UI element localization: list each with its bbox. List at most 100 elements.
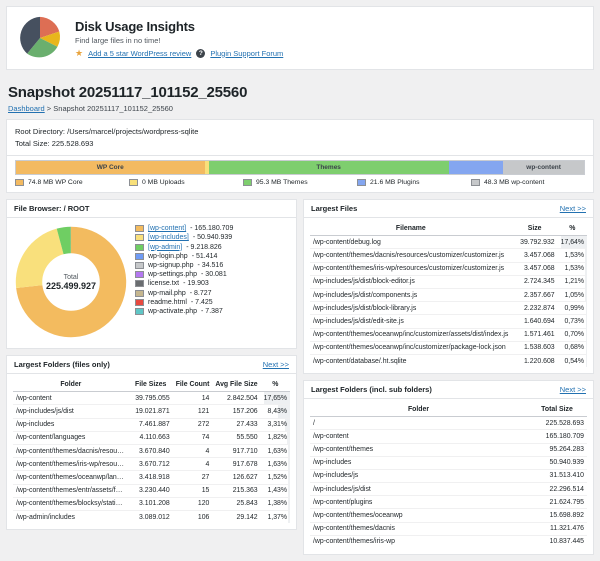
table-row[interactable]: /wp-content/themes/oceanwp/inc/customize… (310, 328, 587, 341)
table-cell: 3.670.712 (129, 458, 173, 471)
percent-label: 1,63% (267, 461, 287, 468)
percent-label: 1,38% (267, 500, 287, 507)
donut-legend-file-label: license.txt (148, 280, 179, 287)
legend-swatch-icon (135, 234, 144, 241)
usage-bar-segment[interactable]: WP Core (16, 161, 205, 174)
table-cell: /wp-content/themes/entr/assets/fonts (13, 484, 129, 497)
legend-swatch-icon (15, 179, 24, 186)
donut-legend-file-label: wp-settings.php (148, 271, 197, 278)
percent-bar (288, 445, 290, 457)
table-row[interactable]: /wp-content/themes/dacnis/resources/cust… (310, 249, 587, 262)
legend-swatch-icon (135, 290, 144, 297)
table-cell: 8,43% (261, 405, 290, 418)
table-cell: /wp-content/plugins (310, 496, 527, 509)
table-cell: 17,65% (261, 392, 290, 405)
percent-label: 1,43% (267, 487, 287, 494)
donut-legend-value: - 8.727 (190, 290, 212, 297)
legend-swatch-icon (243, 179, 252, 186)
table-cell: 1,05% (558, 289, 587, 302)
file-browser-header: File Browser: / ROOT (7, 200, 296, 218)
largest-folders-files-only-next-link[interactable]: Next >> (263, 360, 289, 369)
legend-swatch-icon (135, 253, 144, 260)
donut-legend-folder-link[interactable]: [wp-content] (148, 225, 186, 232)
donut-legend-item: wp-mail.php- 8.727 (135, 290, 292, 297)
legend-swatch-icon (135, 271, 144, 278)
table-cell: 1,53% (558, 249, 587, 262)
table-row[interactable]: /wp-content/themes/iris-wp/resources/cus… (310, 262, 587, 275)
usage-bar-segment[interactable] (449, 161, 504, 174)
percent-bar (586, 329, 587, 341)
donut-legend-folder-link[interactable]: [wp-includes] (148, 234, 189, 241)
table-cell: 2.842.504 (212, 392, 260, 405)
largest-files-next-link[interactable]: Next >> (560, 204, 586, 213)
donut-legend-item: wp-signup.php- 34.516 (135, 262, 292, 269)
panels-row-top: File Browser: / ROOT Total 225.499.927 [… (0, 193, 600, 561)
table-row[interactable]: /wp-content/themes/blocksy/static/bundle… (13, 497, 290, 510)
table-cell: 15 (173, 484, 213, 497)
usage-bar-segment[interactable]: Themes (209, 161, 449, 174)
table-cell: /wp-content/themes/iris-wp (310, 535, 527, 548)
table-row[interactable]: /wp-content/themes/iris-wp/resources/cus… (13, 458, 290, 471)
review-link[interactable]: Add a 5 star WordPress review (88, 49, 191, 58)
usage-bar-legend-item: 21.6 MB Plugins (357, 179, 471, 186)
legend-swatch-icon (135, 308, 144, 315)
table-cell: 3.230.440 (129, 484, 173, 497)
support-forum-link[interactable]: Plugin Support Forum (210, 49, 283, 58)
table-cell: /wp-includes/js/dist (310, 483, 527, 496)
table-row[interactable]: /225.528.693 (310, 417, 587, 430)
percent-bar (585, 263, 587, 275)
usage-bar-segment[interactable]: wp-content (503, 161, 584, 174)
donut-legend-folder-link[interactable]: [wp-admin] (148, 244, 182, 251)
usage-bar-legend-label: 21.6 MB Plugins (370, 179, 420, 186)
column-header: % (261, 378, 290, 392)
donut-legend-value: - 50.940.939 (193, 234, 232, 241)
column-header: Folder (13, 378, 129, 392)
largest-folders-incl-sub-header: Largest Folders (incl. sub folders) Next… (304, 381, 593, 399)
breadcrumb-dashboard-link[interactable]: Dashboard (8, 104, 45, 113)
percent-label: 1,37% (267, 514, 287, 521)
column-header: Total Size (527, 403, 587, 417)
percent-label: 1,52% (267, 474, 287, 481)
largest-folders-incl-sub-next-link[interactable]: Next >> (560, 385, 586, 394)
donut-chart[interactable]: Total 225.499.927 (11, 222, 131, 342)
legend-swatch-icon (135, 299, 144, 306)
usage-bar-legend-label: 0 MB Uploads (142, 179, 185, 186)
table-row[interactable]: /wp-content/themes/dacnis/resources/cust… (13, 445, 290, 458)
disk-usage-stacked-bar[interactable]: WP Core Themes wp-content (15, 160, 585, 175)
table-cell: 1.220.608 (512, 354, 558, 367)
breadcrumb-separator: > (47, 104, 51, 113)
donut-total-label: Total (64, 274, 79, 281)
table-cell: 1.538.603 (512, 341, 558, 354)
donut-legend-value: - 19.903 (183, 280, 209, 287)
table-cell: /wp-content/themes/oceanwp/inc/customize… (310, 341, 512, 354)
column-header: File Count (173, 378, 213, 392)
table-cell: 3.101.208 (129, 497, 173, 510)
table-row[interactable]: /wp-content/themes/oceanwp/inc/customize… (310, 341, 587, 354)
table-cell: 1,52% (261, 471, 290, 484)
largest-folders-incl-sub-panel: Largest Folders (incl. sub folders) Next… (303, 380, 594, 555)
